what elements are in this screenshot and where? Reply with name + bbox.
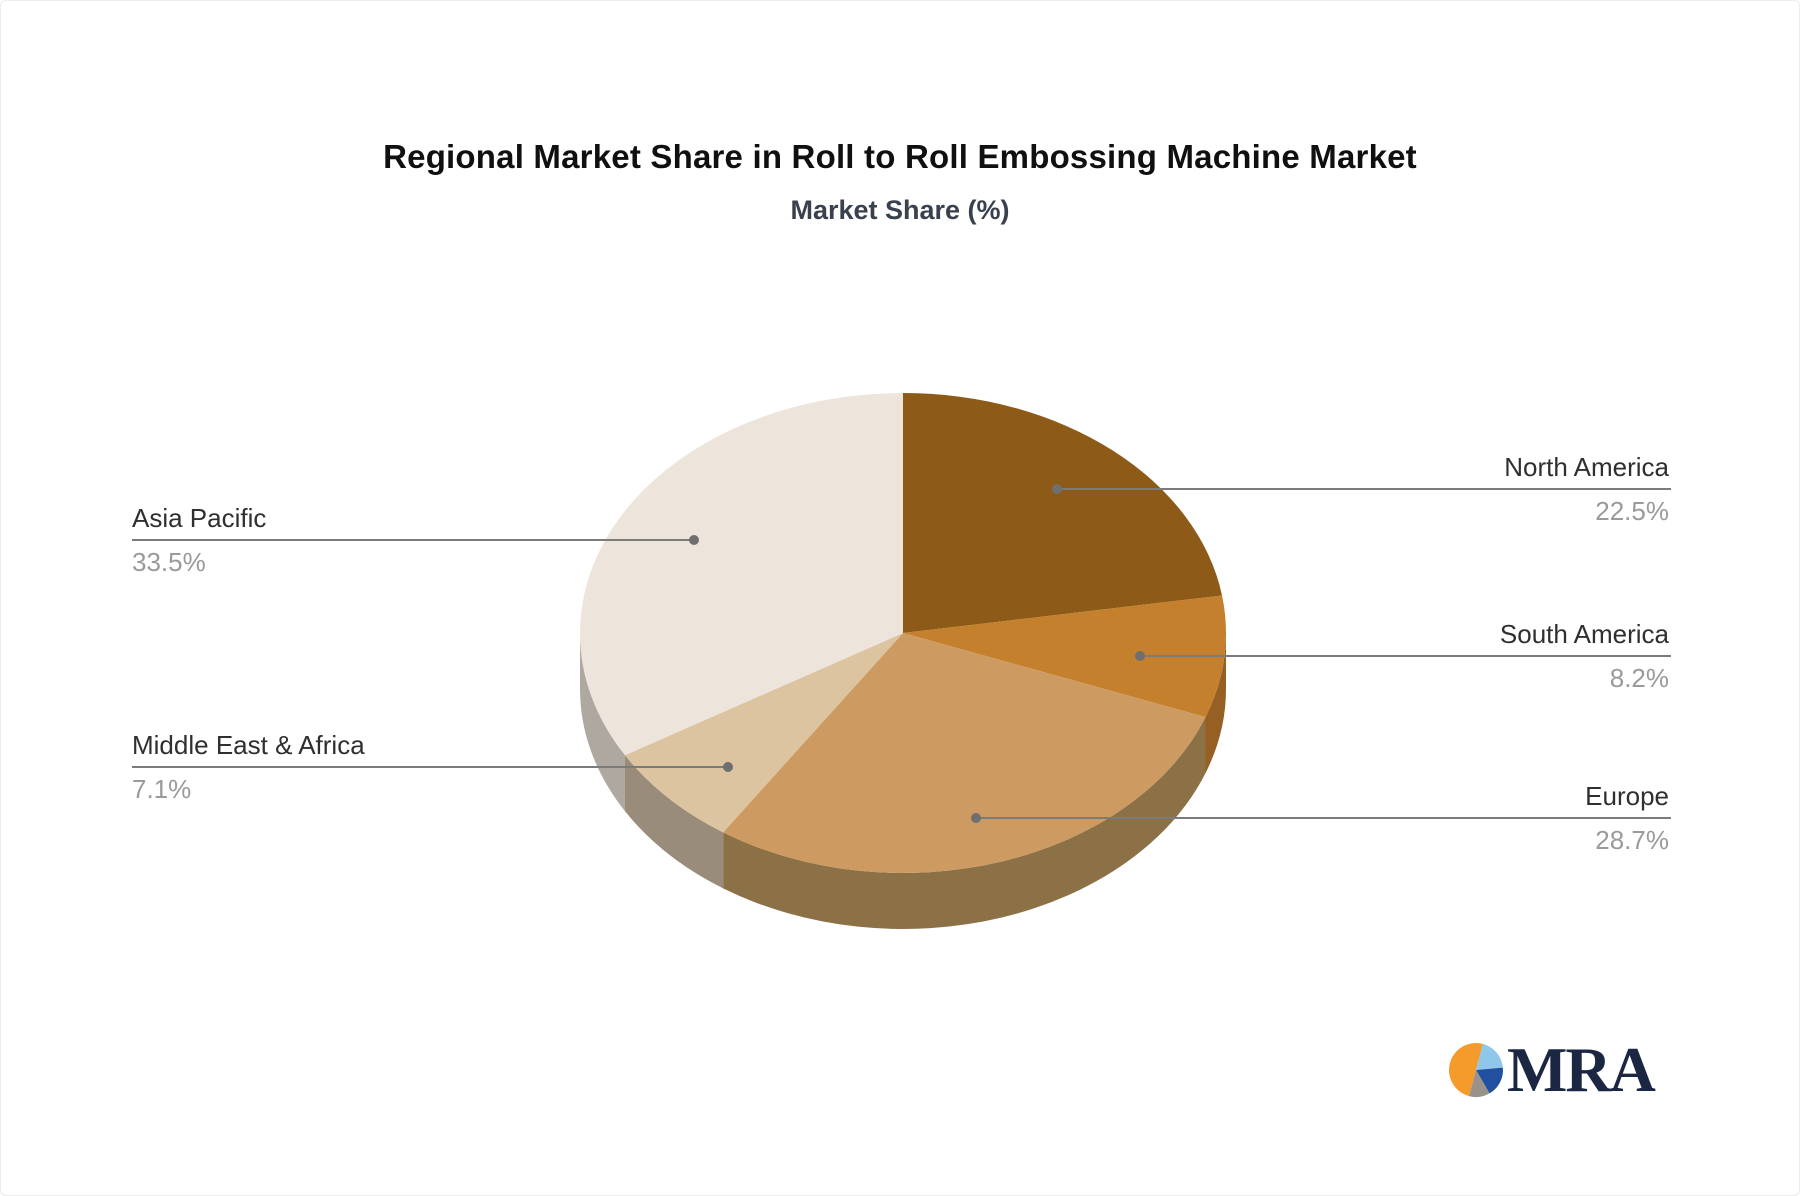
slice-percent: 22.5%: [1595, 496, 1669, 526]
slice-percent: 33.5%: [132, 547, 206, 577]
logo-wedge-orange: [1449, 1043, 1483, 1097]
mra-logo: MRA: [1448, 1034, 1656, 1105]
slice-name: South America: [1499, 619, 1669, 649]
slice-percent: 8.2%: [1609, 663, 1669, 693]
slice-name: Europe: [1585, 781, 1669, 811]
chart-subtitle: Market Share (%): [790, 195, 1010, 225]
logo-wedge-gray: [1469, 1070, 1490, 1097]
slice-percent: 28.7%: [1595, 825, 1669, 855]
chart-title: Regional Market Share in Roll to Roll Em…: [383, 138, 1417, 175]
mra-logo-text: MRA: [1507, 1034, 1656, 1105]
logo-wedge-darkblue: [1476, 1067, 1503, 1094]
mra-logo-pie-icon: [1449, 1043, 1503, 1097]
logo-wedge-lightblue: [1476, 1043, 1503, 1070]
slice-name: Asia Pacific: [132, 503, 267, 533]
slice-name: North America: [1504, 452, 1669, 482]
slice-name: Middle East & Africa: [132, 730, 365, 760]
slice-percent: 7.1%: [132, 774, 192, 804]
